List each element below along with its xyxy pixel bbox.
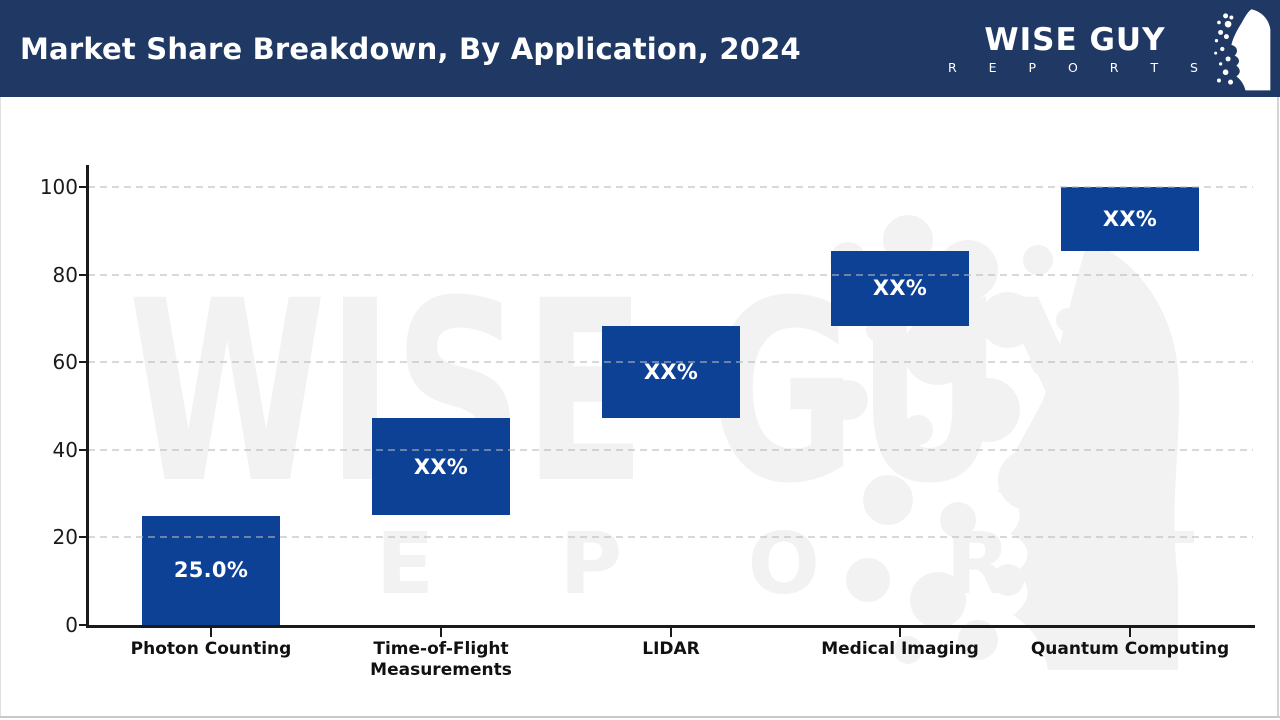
gridline (88, 186, 1253, 188)
y-axis-tick-label: 0 (65, 613, 78, 637)
x-axis-line (86, 625, 1255, 628)
bar-value-label: 25.0% (173, 558, 249, 583)
x-axis-tick (899, 628, 901, 637)
wise-guy-logo: WISE GUY R E P O R T S (938, 5, 1272, 93)
x-axis-category-label: Photon Counting (130, 639, 292, 659)
bar-2: XX% (372, 417, 510, 516)
x-axis-category-label: LIDAR (642, 639, 700, 659)
y-axis-tick (79, 361, 88, 364)
logo-wordmark: WISE GUY (984, 21, 1166, 58)
x-axis-tick (440, 628, 442, 637)
bar-5: XX% (1061, 187, 1199, 251)
x-axis-tick (210, 628, 212, 637)
y-axis-tick (79, 536, 88, 539)
bar-value-label: XX% (413, 454, 469, 479)
y-axis-tick-label: 100 (39, 175, 78, 199)
x-axis-tick (1129, 628, 1131, 637)
bar-value-label: XX% (643, 359, 699, 384)
logo-text: WISE GUY R E P O R T S (938, 21, 1212, 76)
bar-3: XX% (602, 325, 740, 418)
page-border-right (1277, 97, 1279, 718)
x-axis-category-label: Time-of-Flight Measurements (370, 639, 512, 680)
logo-subtext: R E P O R T S (947, 60, 1212, 76)
chart-title: Market Share Breakdown, By Application, … (20, 31, 801, 66)
x-axis-category-label: Quantum Computing (1030, 639, 1230, 659)
y-axis-tick-label: 20 (52, 525, 78, 550)
y-axis-tick (79, 448, 88, 451)
y-axis-tick-label: 60 (52, 350, 78, 375)
bar-value-label: XX% (872, 276, 928, 301)
page-border-left (0, 97, 1, 718)
y-axis-tick (79, 624, 88, 626)
gridline (88, 536, 1253, 539)
header-bar: Market Share Breakdown, By Application, … (0, 0, 1280, 97)
bar-4: XX% (831, 250, 969, 326)
y-axis-tick-label: 40 (52, 437, 78, 462)
x-axis-tick (670, 628, 672, 637)
gridline (88, 361, 1253, 364)
y-axis-tick-label: 80 (52, 262, 78, 287)
x-axis-category-label: Medical Imaging (821, 639, 979, 659)
y-axis-line (86, 165, 89, 628)
page-border-bottom (0, 716, 1280, 718)
y-axis-tick (79, 186, 88, 188)
gridline (88, 273, 1253, 276)
y-axis-tick (79, 273, 88, 276)
bar-value-label: XX% (1102, 206, 1158, 231)
gridline (88, 448, 1253, 451)
wise-guy-face-icon (1214, 9, 1271, 91)
bar-1: 25.0% (142, 515, 280, 625)
